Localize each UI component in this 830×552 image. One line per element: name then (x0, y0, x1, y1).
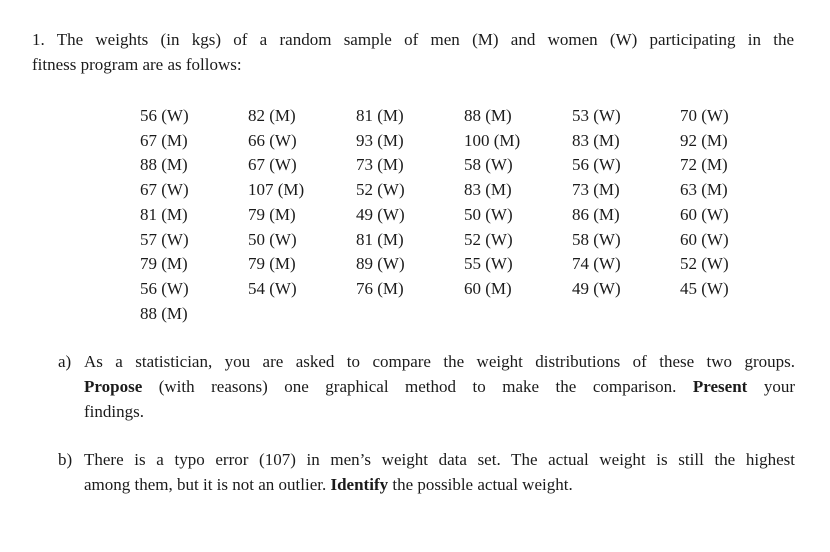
weight-cell: 49 (W) (572, 278, 621, 298)
weight-cell: 81 (M) (140, 204, 188, 224)
weight-cell: 81 (M) (356, 106, 404, 125)
weight-cell: 107 (M) (248, 180, 305, 200)
text-run: As a statistician, you are asked to comp… (84, 352, 795, 371)
weight-cell: 52 (W) (680, 254, 729, 274)
text-run: the possible actual weight. (388, 475, 573, 494)
weight-cell: 74 (W) (572, 254, 621, 274)
weight-cell: 83 (M) (464, 180, 512, 200)
problem-statement: 1. The weights (in kgs) of a random samp… (32, 27, 794, 77)
weight-cell: 52 (W) (464, 229, 513, 249)
weight-cell: 67 (W) (248, 155, 297, 175)
question-label: a) (58, 352, 72, 371)
weight-cell: 72 (M) (680, 155, 728, 175)
weight-cell: 79 (M) (140, 254, 188, 274)
weight-cell: 88 (M) (464, 106, 512, 125)
weight-cell: 53 (W) (572, 106, 621, 125)
bold-keyword: Present (692, 377, 748, 396)
question-b: b) There is a typo error (107) in men’s … (58, 447, 795, 497)
weight-cell: 83 (M) (572, 130, 620, 150)
text-line: There is a typo error (107) in men’s wei… (84, 447, 795, 472)
weight-cell: 63 (M) (680, 180, 728, 200)
weight-cell: 76 (M) (356, 278, 404, 298)
weight-cell: 60 (W) (680, 229, 729, 249)
text-run: your (747, 377, 795, 396)
weight-cell: 56 (W) (140, 106, 189, 125)
text-run: There is a typo error (107) in men’s wei… (84, 450, 795, 469)
weight-cell: 81 (M) (356, 229, 404, 249)
weight-cell: 50 (W) (464, 204, 513, 224)
weight-cell: 88 (M) (140, 303, 188, 323)
weight-cell: 54 (W) (248, 278, 297, 298)
text-line: As a statistician, you are asked to comp… (84, 349, 795, 374)
weight-cell: 60 (M) (464, 278, 512, 298)
weight-cell: 92 (M) (680, 130, 728, 150)
weight-cell: 73 (M) (572, 180, 620, 200)
weight-cell: 66 (W) (248, 130, 297, 150)
text-line: fitness program are as follows: (32, 52, 794, 77)
weight-cell: 86 (M) (572, 204, 620, 224)
weight-cell: 45 (W) (680, 278, 729, 298)
weight-cell: 55 (W) (464, 254, 513, 274)
weight-cell: 50 (W) (248, 229, 297, 249)
empty-cell (356, 302, 464, 327)
empty-cell (680, 302, 788, 327)
question-label: b) (58, 450, 73, 469)
text-run: 1. The weights (in kgs) of a random samp… (32, 30, 794, 49)
weight-cell: 79 (M) (248, 254, 296, 274)
weight-cell: 60 (W) (680, 204, 729, 224)
question-body: As a statistician, you are asked to comp… (84, 349, 795, 424)
weight-cell: 58 (W) (572, 229, 621, 249)
bold-keyword: Propose (84, 377, 143, 396)
text-run: fitness program are as follows: (32, 55, 242, 74)
text-run: (with reasons) one graphical method to m… (142, 377, 693, 396)
question-body: There is a typo error (107) in men’s wei… (84, 447, 795, 497)
weight-cell: 79 (M) (248, 204, 296, 224)
empty-cell (572, 302, 680, 327)
empty-cell (464, 302, 572, 327)
weight-cell: 67 (W) (140, 180, 189, 200)
weight-cell: 52 (W) (356, 180, 405, 200)
weight-cell: 82 (M) (248, 106, 296, 125)
weight-cell: 73 (M) (356, 155, 404, 175)
empty-cell (248, 302, 356, 327)
weight-cell: 70 (W) (680, 106, 729, 125)
weight-cell: 49 (W) (356, 204, 405, 224)
weight-cell: 56 (W) (140, 278, 189, 298)
weight-cell: 93 (M) (356, 130, 404, 150)
weight-cell: 57 (W) (140, 229, 189, 249)
text-line: 1. The weights (in kgs) of a random samp… (32, 27, 794, 52)
text-line: among them, but it is not an outlier. Id… (84, 472, 795, 497)
bold-keyword: Identify (330, 475, 389, 494)
weight-cell: 100 (M) (464, 130, 521, 150)
question-a: a) As a statistician, you are asked to c… (58, 349, 795, 424)
weight-cell: 67 (M) (140, 130, 188, 150)
weights-data-table: 56 (W) 82 (M) 81 (M) 88 (M) 53 (W) 70 (W) 67 (… (140, 104, 788, 326)
weight-cell: 58 (W) (464, 155, 513, 175)
text-run: among them, but it is not an outlier. (84, 475, 331, 494)
text-run: findings. (84, 402, 144, 421)
weight-cell: 89 (W) (356, 254, 405, 274)
text-line: findings. (84, 399, 795, 424)
text-line: Propose (with reasons) one graphical met… (84, 374, 795, 399)
weight-cell: 56 (W) (572, 155, 621, 175)
weight-cell: 88 (M) (140, 155, 188, 175)
